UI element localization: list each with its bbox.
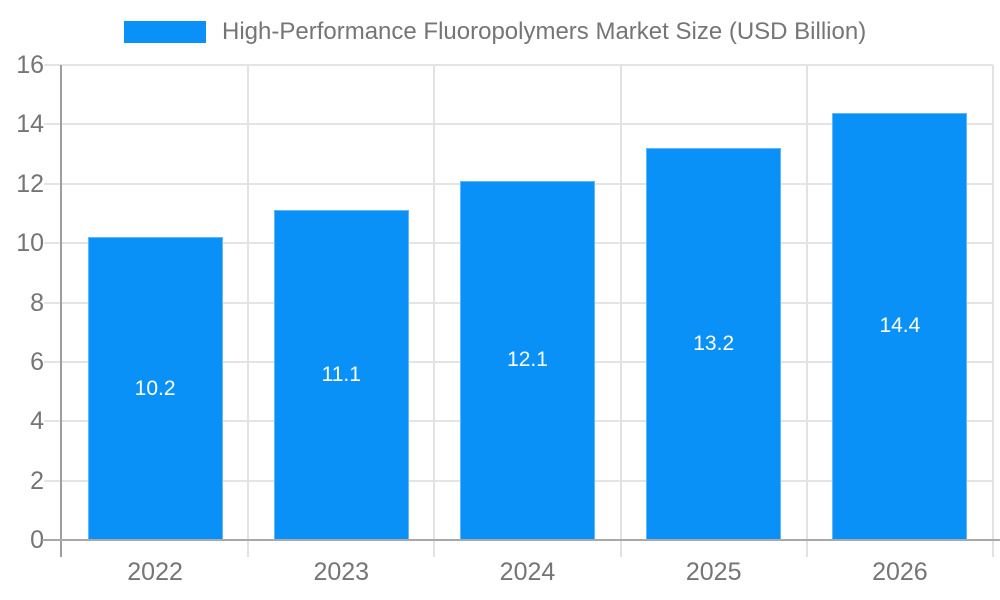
- x-gridline: [992, 65, 994, 557]
- x-axis-tick-label: 2025: [685, 558, 742, 586]
- y-gridline: [44, 64, 993, 66]
- bar-2025[interactable]: [646, 148, 782, 540]
- y-axis-tick-label: 0: [30, 526, 44, 554]
- x-axis-tick-label: 2024: [499, 558, 556, 586]
- y-axis-tick-label: 14: [16, 110, 44, 139]
- x-axis-tick-label: 2026: [872, 558, 928, 586]
- bar-2023[interactable]: [273, 210, 409, 540]
- bar-2026[interactable]: [832, 112, 968, 540]
- y-gridline: [44, 123, 993, 126]
- bar-2024[interactable]: [460, 180, 595, 540]
- x-gridline: [433, 65, 436, 557]
- legend-label: High-Performance Fluoropolymers Market S…: [222, 18, 867, 45]
- y-axis-tick-label: 12: [16, 169, 44, 198]
- y-axis-line: [60, 65, 62, 557]
- y-axis-tick-label: 4: [30, 407, 44, 436]
- bar-value-label: 12.1: [507, 348, 548, 372]
- x-gridline: [805, 65, 808, 557]
- x-gridline: [247, 65, 250, 557]
- bar-value-label: 14.4: [879, 314, 921, 338]
- y-axis-tick-label: 16: [16, 51, 44, 79]
- bar-value-label: 11.1: [321, 363, 361, 387]
- y-axis-tick-label: 6: [30, 347, 44, 376]
- bar-value-label: 13.2: [693, 332, 735, 356]
- y-axis-tick-label: 2: [30, 466, 44, 495]
- x-axis-tick-label: 2023: [313, 558, 370, 586]
- legend[interactable]: High-Performance Fluoropolymers Market S…: [124, 10, 866, 54]
- legend-swatch: [124, 21, 206, 43]
- bar-2022[interactable]: [87, 237, 223, 540]
- x-gridline: [619, 65, 622, 557]
- bar-value-label: 10.2: [134, 376, 176, 400]
- x-axis-line: [42, 539, 1000, 541]
- y-axis-tick-label: 8: [30, 288, 44, 317]
- y-axis-tick-label: 10: [16, 229, 44, 258]
- x-axis-tick-label: 2022: [127, 558, 183, 586]
